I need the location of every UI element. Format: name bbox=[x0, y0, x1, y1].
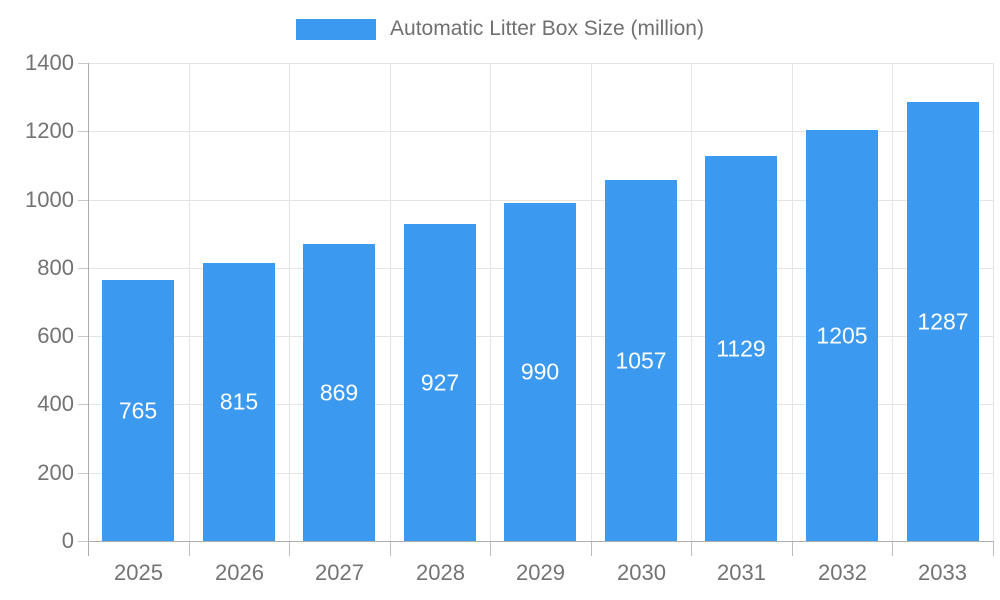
x-axis-tick bbox=[792, 541, 793, 556]
bar-2027[interactable]: 869 bbox=[303, 244, 375, 541]
gridline-vertical bbox=[289, 63, 290, 541]
gridline-horizontal bbox=[88, 63, 993, 64]
x-tick-label: 2029 bbox=[516, 560, 565, 585]
y-axis-tick bbox=[78, 336, 88, 337]
x-tick-label: 2031 bbox=[717, 560, 766, 585]
x-tick-label: 2033 bbox=[918, 560, 967, 585]
gridline-vertical bbox=[390, 63, 391, 541]
gridline-vertical bbox=[993, 63, 994, 541]
legend-item[interactable]: Automatic Litter Box Size (million) bbox=[0, 17, 1000, 41]
x-axis-tick bbox=[993, 541, 994, 556]
y-tick-label: 200 bbox=[37, 460, 74, 485]
x-axis-tick bbox=[591, 541, 592, 556]
y-axis-tick bbox=[78, 268, 88, 269]
bar-value-label: 990 bbox=[520, 358, 560, 385]
bar-value-label: 869 bbox=[319, 379, 359, 405]
bar-value-label: 1287 bbox=[917, 308, 969, 334]
bar-value-label: 1205 bbox=[816, 322, 868, 348]
legend-swatch bbox=[296, 18, 377, 40]
y-axis-tick bbox=[78, 404, 88, 405]
y-tick-label: 400 bbox=[37, 391, 74, 416]
y-axis-tick bbox=[78, 541, 88, 542]
y-axis-line bbox=[88, 63, 89, 556]
x-axis-tick bbox=[289, 541, 290, 556]
x-axis-tick bbox=[490, 541, 491, 556]
x-axis-tick bbox=[189, 541, 190, 556]
gridline-horizontal bbox=[88, 131, 993, 132]
bar-2030[interactable]: 1057 bbox=[605, 180, 677, 541]
bar-value-label: 765 bbox=[118, 397, 158, 423]
bar-value-label: 1129 bbox=[716, 335, 766, 361]
x-axis-tick bbox=[892, 541, 893, 556]
bar-value-label: 927 bbox=[420, 369, 460, 395]
gridline-horizontal bbox=[88, 200, 993, 201]
bar-2029[interactable]: 990 bbox=[504, 203, 576, 541]
y-tick-label: 1200 bbox=[25, 118, 74, 143]
x-tick-label: 2027 bbox=[315, 560, 364, 585]
y-tick-label: 1400 bbox=[25, 50, 74, 75]
x-axis-tick bbox=[691, 541, 692, 556]
gridline-vertical bbox=[490, 63, 491, 541]
gridline-vertical bbox=[792, 63, 793, 541]
x-axis-line bbox=[88, 541, 993, 542]
x-tick-label: 2026 bbox=[215, 560, 264, 585]
gridline-vertical bbox=[892, 63, 893, 541]
gridline-vertical bbox=[189, 63, 190, 541]
bar-value-label: 1057 bbox=[615, 347, 667, 373]
y-axis-tick bbox=[78, 131, 88, 132]
bar-2032[interactable]: 1205 bbox=[806, 130, 878, 541]
x-axis-tick bbox=[390, 541, 391, 556]
bar-2031[interactable]: 1129 bbox=[705, 156, 777, 541]
gridline-vertical bbox=[591, 63, 592, 541]
bar-value-label: 815 bbox=[219, 388, 259, 415]
bar-2033[interactable]: 1287 bbox=[907, 102, 979, 541]
x-tick-label: 2028 bbox=[416, 560, 465, 585]
y-axis-tick bbox=[78, 63, 88, 64]
x-tick-label: 2030 bbox=[617, 560, 666, 585]
y-tick-label: 600 bbox=[37, 323, 74, 348]
y-axis-tick bbox=[78, 200, 88, 201]
y-axis-tick bbox=[78, 473, 88, 474]
bar-2028[interactable]: 927 bbox=[404, 224, 476, 541]
x-tick-label: 2025 bbox=[114, 560, 163, 585]
y-tick-label: 800 bbox=[37, 255, 74, 280]
x-tick-label: 2032 bbox=[818, 560, 867, 585]
gridline-vertical bbox=[691, 63, 692, 541]
y-tick-label: 0 bbox=[61, 528, 74, 553]
bar-2025[interactable]: 765 bbox=[102, 280, 174, 541]
bar-2026[interactable]: 815 bbox=[203, 263, 275, 541]
y-tick-label: 1000 bbox=[25, 187, 74, 212]
legend-label: Automatic Litter Box Size (million) bbox=[390, 17, 704, 40]
